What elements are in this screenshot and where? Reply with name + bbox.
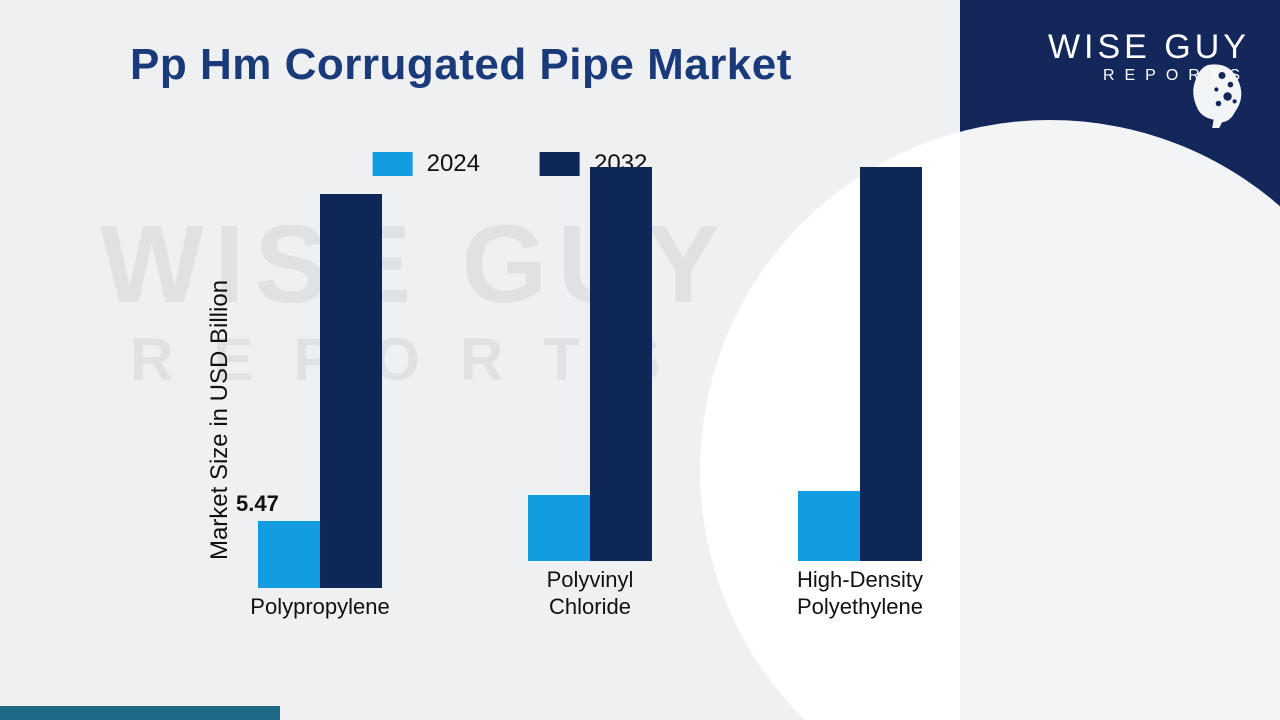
x-axis-label: PolyvinylChloride — [490, 567, 690, 620]
plot-area: 5.47 Polypropylene PolyvinylChloride High-D… — [180, 200, 960, 620]
value-label: 5.47 — [236, 491, 279, 517]
bar-2024 — [798, 491, 860, 561]
x-axis-label: Polypropylene — [220, 594, 420, 620]
bottom-accent-bar — [0, 706, 280, 720]
legend-label-2024: 2024 — [427, 150, 480, 178]
bar-group: 5.47 Polypropylene — [220, 188, 420, 620]
bar-group: PolyvinylChloride — [490, 161, 690, 620]
bar-group: High-DensityPolyethylene — [760, 161, 960, 620]
chart-title: Pp Hm Corrugated Pipe Market — [130, 40, 792, 90]
bar-2024 — [528, 495, 590, 562]
bar-2032 — [320, 194, 382, 588]
brand-head-icon — [1180, 58, 1250, 128]
bars-wrap: 5.47 — [220, 188, 420, 588]
brand-logo: WISE GUY REPORTS — [1048, 30, 1250, 84]
bar-2032 — [590, 167, 652, 561]
legend-item-2024: 2024 — [373, 150, 480, 178]
chart-canvas: Pp Hm Corrugated Pipe Market WISE GUY RE… — [0, 0, 1280, 720]
bar-2024 — [258, 521, 320, 587]
legend-swatch-2024 — [373, 152, 413, 176]
x-axis-label: High-DensityPolyethylene — [760, 567, 960, 620]
bars-wrap — [760, 161, 960, 561]
chart-area: Market Size in USD Billion 2024 2032 5.4… — [60, 150, 960, 690]
bars-wrap — [490, 161, 690, 561]
bar-2032 — [860, 167, 922, 561]
